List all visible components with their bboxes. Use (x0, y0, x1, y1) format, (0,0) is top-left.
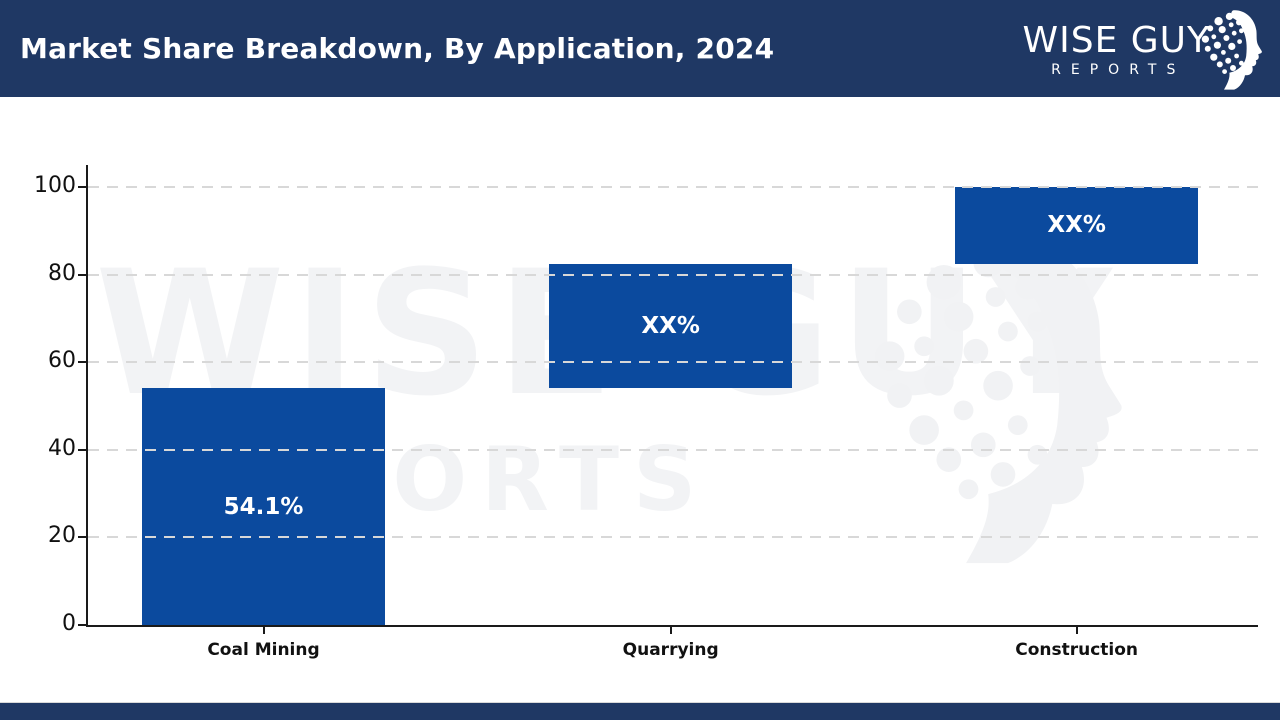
bar-quarrying: XX% (549, 263, 793, 388)
x-tick-mark-construction (1075, 627, 1078, 634)
bar-construction: XX% (955, 186, 1199, 264)
wiseguy-head-icon (1201, 10, 1262, 90)
logo-brand-subtitle: REPORTS (1051, 61, 1186, 78)
y-tick-mark-20 (78, 536, 86, 539)
x-category-label-construction: Construction (1015, 640, 1139, 660)
y-tick-label-40: 40 (48, 435, 76, 461)
y-axis-line (86, 165, 88, 627)
y-tick-label-80: 80 (48, 260, 76, 286)
x-tick-mark-quarrying (669, 627, 672, 634)
page-title: Market Share Breakdown, By Application, … (20, 32, 775, 65)
x-tick-mark-coal-mining (262, 627, 265, 634)
x-category-label-coal-mining: Coal Mining (207, 640, 320, 660)
logo-brand-name: WISE GUY (1022, 20, 1210, 62)
bar-value-label: XX% (641, 312, 700, 339)
bar-value-label: 54.1% (223, 493, 304, 520)
bar-value-label: XX% (1047, 212, 1106, 239)
plot-area: 54.1% XX% XX% (88, 165, 1258, 625)
x-axis-line (86, 625, 1258, 627)
y-tick-mark-40 (78, 448, 86, 451)
x-category-label-quarrying: Quarrying (622, 640, 719, 660)
footer-band (0, 702, 1280, 720)
wiseguy-logo-text: WISE GUY REPORTS (1023, 22, 1211, 78)
wiseguy-logo: WISE GUY REPORTS (1023, 6, 1271, 94)
y-tick-mark-60 (78, 361, 86, 364)
y-tick-mark-100 (78, 185, 86, 188)
y-tick-mark-0 (78, 624, 86, 626)
bar-coal-mining: 54.1% (142, 388, 385, 625)
y-tick-label-20: 20 (48, 523, 76, 549)
y-tick-label-0: 0 (62, 611, 76, 636)
y-tick-label-100: 100 (34, 172, 76, 198)
y-tick-label-60: 60 (48, 348, 76, 374)
y-tick-mark-80 (78, 273, 86, 276)
header-band: Market Share Breakdown, By Application, … (0, 0, 1280, 97)
